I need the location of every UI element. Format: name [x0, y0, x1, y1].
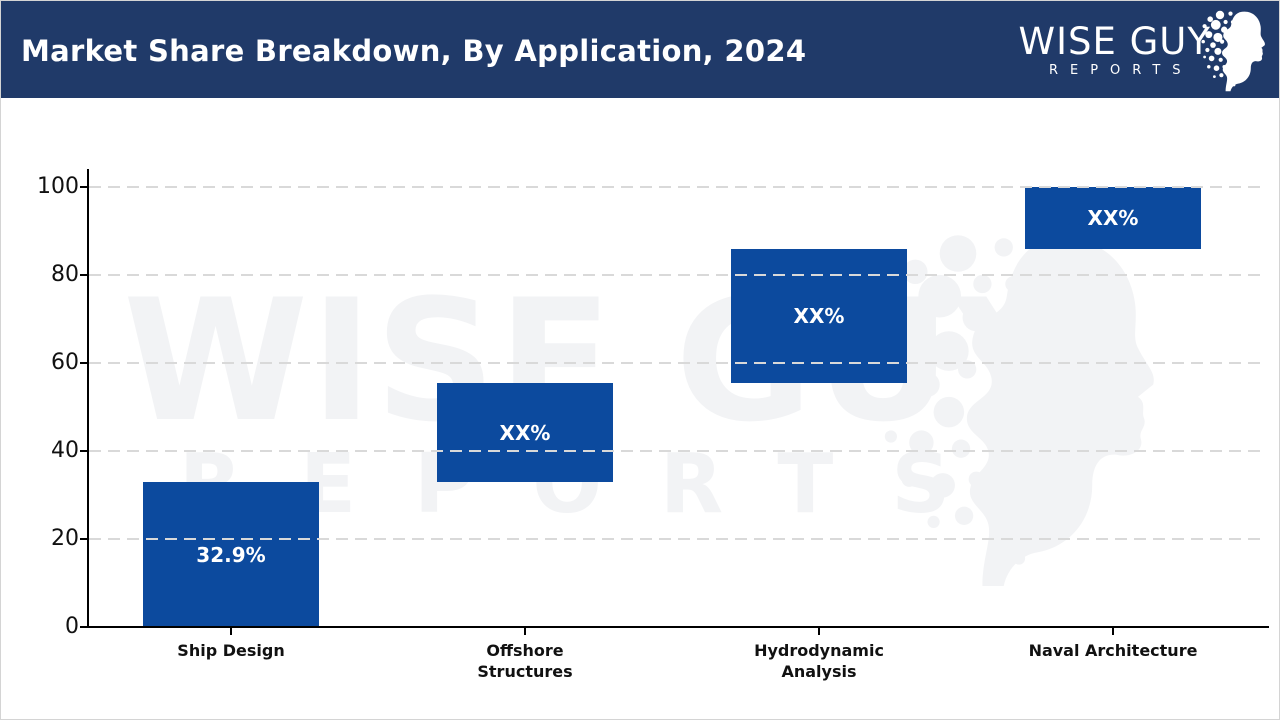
y-tick-40	[80, 450, 88, 452]
logo-reports-label: REPORTS	[1048, 62, 1193, 78]
bar-hydrodynamic-analysis	[731, 248, 907, 383]
x-axis-line	[87, 626, 1269, 628]
y-axis-line	[87, 169, 89, 628]
y-tick-label-20: 20	[51, 526, 79, 551]
y-tick-label-80: 80	[51, 262, 79, 287]
wiseguy-logo-text: WISE GUY REPORTS	[1018, 19, 1211, 78]
bar-offshore-structures	[437, 382, 613, 483]
bar-ship-design	[143, 482, 319, 627]
x-tick-1	[524, 628, 526, 635]
gridline-100	[89, 186, 1267, 188]
x-tick-label-2: Hydrodynamic Analysis	[754, 641, 884, 681]
header: Market Share Breakdown, By Application, …	[1, 1, 1279, 98]
y-tick-label-0: 0	[65, 614, 79, 639]
y-tick-100	[80, 186, 88, 188]
y-tick-20	[80, 538, 88, 540]
bar-value-label: XX%	[499, 420, 551, 445]
x-tick-label-3: Naval Architecture	[1028, 641, 1198, 660]
watermark-head-icon	[859, 223, 1179, 589]
y-tick-label-60: 60	[51, 350, 79, 375]
x-tick-label-1: Offshore Structures	[477, 641, 573, 681]
gridline-40	[89, 450, 1267, 452]
y-tick-0	[80, 626, 88, 628]
x-tick-3	[1112, 628, 1114, 635]
logo-head-icon	[1197, 8, 1271, 92]
x-tick-0	[230, 628, 232, 635]
gridline-80	[89, 274, 1267, 276]
x-tick-2	[818, 628, 820, 635]
gridline-20	[89, 538, 1267, 540]
gridline-60	[89, 362, 1267, 364]
bar-value-label: XX%	[793, 303, 845, 328]
bar-value-label: 32.9%	[196, 542, 266, 567]
y-tick-60	[80, 362, 88, 364]
bar-naval-architecture	[1025, 187, 1201, 249]
bar-value-label: XX%	[1087, 205, 1139, 230]
y-tick-label-100: 100	[37, 174, 79, 199]
x-tick-label-0: Ship Design	[177, 641, 285, 660]
y-tick-label-40: 40	[51, 438, 79, 463]
page-title: Market Share Breakdown, By Application, …	[21, 34, 807, 68]
wiseguy-logo: WISE GUY REPORTS	[1019, 7, 1271, 93]
logo-wiseguy-label: WISE GUY	[1018, 19, 1211, 63]
y-tick-80	[80, 274, 88, 276]
